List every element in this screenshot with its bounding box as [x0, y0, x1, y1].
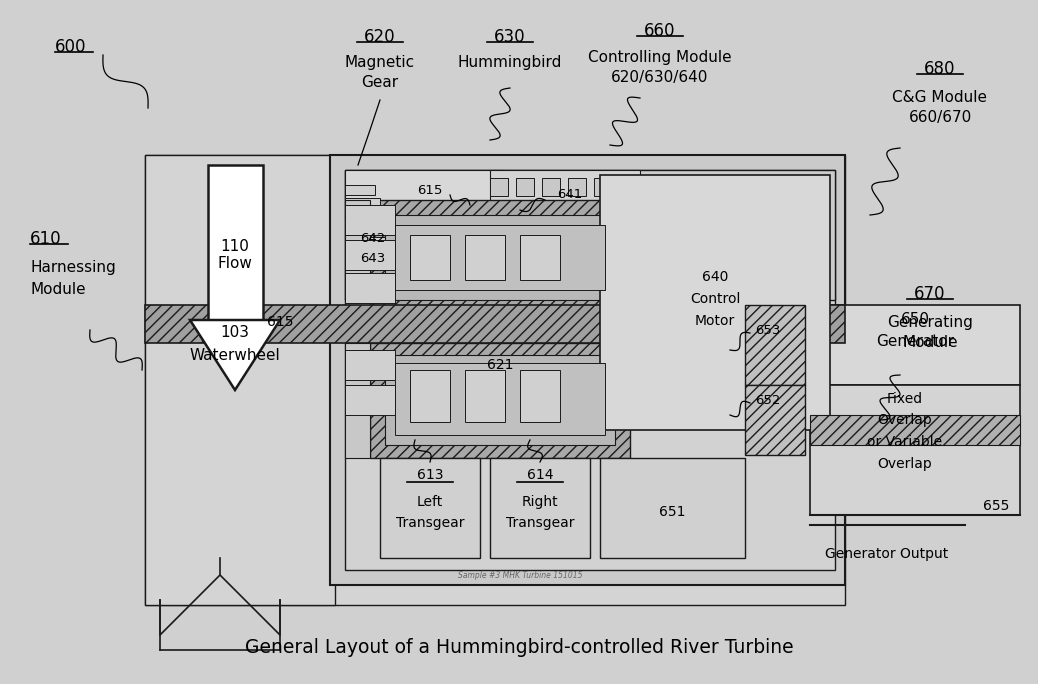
Bar [145, 155, 335, 605]
Text: 620/630/640: 620/630/640 [611, 70, 709, 85]
Text: 615: 615 [267, 315, 294, 329]
Text: C&G Module: C&G Module [893, 90, 987, 105]
Text: 660: 660 [645, 22, 676, 40]
Text: 653: 653 [755, 324, 781, 337]
Bar [490, 458, 590, 558]
Text: or Variable: or Variable [868, 435, 943, 449]
Bar [345, 224, 390, 234]
Text: Transgear: Transgear [506, 516, 574, 530]
Bar [345, 170, 835, 300]
Text: 110
Flow: 110 Flow [218, 239, 252, 271]
Bar [345, 211, 385, 221]
Bar [345, 250, 400, 260]
Bar [410, 370, 450, 422]
Text: 615: 615 [417, 183, 442, 196]
Bar [600, 175, 830, 430]
Text: 650: 650 [901, 312, 929, 327]
Text: Transgear: Transgear [395, 516, 464, 530]
Bar [395, 225, 605, 290]
Text: 610: 610 [30, 230, 61, 248]
Text: Controlling Module: Controlling Module [589, 50, 732, 65]
Bar [345, 185, 375, 195]
Text: 655: 655 [983, 499, 1009, 513]
Text: 640: 640 [702, 270, 729, 284]
Bar [385, 355, 614, 445]
Bar [345, 343, 370, 458]
Text: 652: 652 [755, 393, 781, 406]
Text: 600: 600 [55, 38, 86, 56]
Bar [520, 370, 559, 422]
Text: Generating: Generating [887, 315, 973, 330]
Text: 670: 670 [914, 285, 946, 303]
Text: 620: 620 [364, 28, 395, 46]
Bar [810, 305, 1020, 385]
Text: Generator Output: Generator Output [825, 547, 949, 561]
Text: Harnessing: Harnessing [30, 260, 116, 275]
Bar [345, 170, 835, 570]
Text: Sample #3 MHK Turbine 151015: Sample #3 MHK Turbine 151015 [458, 570, 582, 579]
Bar [542, 178, 559, 196]
Text: Module: Module [30, 282, 85, 297]
Bar [145, 305, 845, 343]
Bar [345, 205, 395, 235]
Text: Left: Left [417, 495, 443, 509]
Text: Right: Right [522, 495, 558, 509]
Bar [345, 240, 395, 270]
Bar [370, 343, 630, 458]
Bar [395, 363, 605, 435]
Text: Module: Module [902, 335, 958, 350]
Bar [370, 200, 630, 315]
Bar [516, 178, 534, 196]
Text: 103: 103 [220, 325, 249, 340]
Text: 643: 643 [360, 252, 385, 265]
Bar [745, 305, 805, 385]
Text: 630: 630 [494, 28, 526, 46]
Bar [568, 178, 586, 196]
Bar [345, 350, 395, 380]
Text: 651: 651 [659, 505, 685, 519]
Text: Hummingbird: Hummingbird [458, 55, 563, 70]
Text: 614: 614 [526, 468, 553, 482]
Bar [380, 458, 480, 558]
Text: Motor: Motor [694, 314, 735, 328]
Polygon shape [190, 320, 280, 390]
Text: Generator: Generator [876, 334, 954, 349]
Text: 641: 641 [557, 189, 582, 202]
Bar [745, 385, 805, 455]
Text: 660/670: 660/670 [908, 110, 972, 125]
Bar [345, 237, 395, 247]
Bar [208, 165, 263, 320]
Bar [345, 200, 370, 300]
Text: Overlap: Overlap [877, 457, 932, 471]
Bar [345, 170, 506, 220]
Bar [594, 178, 612, 196]
Text: Magnetic: Magnetic [345, 55, 415, 70]
Bar [330, 155, 845, 585]
Bar [490, 178, 508, 196]
Bar [345, 273, 395, 303]
Bar [345, 198, 380, 208]
Bar [810, 415, 1020, 445]
Text: 613: 613 [416, 468, 443, 482]
Text: Fixed: Fixed [886, 392, 923, 406]
Bar [490, 170, 640, 225]
Bar [145, 155, 845, 605]
Text: Waterwheel: Waterwheel [190, 348, 280, 363]
Bar [345, 385, 395, 415]
Text: 680: 680 [924, 60, 956, 78]
Text: 621: 621 [487, 358, 513, 372]
Bar [410, 235, 450, 280]
Bar [385, 215, 614, 300]
Bar [465, 235, 506, 280]
Text: Control: Control [690, 292, 740, 306]
Bar [465, 370, 506, 422]
Text: Overlap: Overlap [877, 413, 932, 427]
Bar [520, 235, 559, 280]
Bar [600, 458, 745, 558]
Text: General Layout of a Hummingbird-controlled River Turbine: General Layout of a Hummingbird-controll… [245, 638, 793, 657]
Text: Gear: Gear [361, 75, 399, 90]
Text: 642: 642 [360, 231, 385, 244]
Bar [810, 385, 1020, 515]
